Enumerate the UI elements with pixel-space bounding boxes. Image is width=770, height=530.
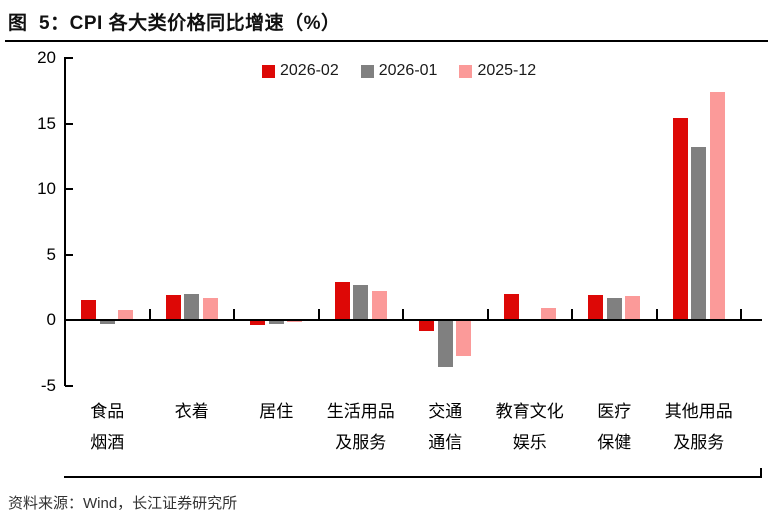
bar bbox=[118, 309, 134, 320]
bar bbox=[503, 293, 519, 320]
bar bbox=[588, 295, 604, 320]
bar bbox=[437, 321, 453, 367]
legend-item: 2025-12 bbox=[459, 62, 536, 80]
bar bbox=[184, 293, 200, 320]
y-axis-tick-label: 15 bbox=[37, 113, 56, 133]
legend-label: 2025-12 bbox=[477, 62, 537, 79]
x-axis-category-label: 医疗 保健 bbox=[597, 402, 632, 452]
y-axis-tick-label: 0 bbox=[46, 310, 56, 329]
bar bbox=[540, 308, 556, 320]
y-axis-tick-label: -5 bbox=[40, 375, 56, 395]
x-axis-category-label: 其他用品 及服务 bbox=[664, 402, 733, 452]
x-axis-category-label: 衣着 bbox=[174, 402, 209, 421]
y-axis-tick-label: 10 bbox=[37, 179, 56, 198]
x-axis-tick bbox=[740, 309, 742, 319]
y-axis-tick bbox=[65, 122, 73, 125]
bar bbox=[353, 284, 369, 320]
legend-item: 2026-01 bbox=[360, 62, 438, 80]
legend-label: 2026-01 bbox=[378, 62, 438, 79]
chart-legend: 2026-02 2026-01 2025-12 bbox=[262, 62, 536, 80]
x-axis-tick bbox=[148, 309, 151, 319]
source-note: 资料来源：Wind，长江证券研究所 bbox=[8, 495, 238, 512]
x-axis-tick bbox=[486, 309, 489, 319]
x-axis-category-label: 食品 烟酒 bbox=[90, 402, 125, 452]
bar bbox=[202, 297, 218, 320]
bar bbox=[419, 321, 435, 332]
y-axis-tick bbox=[65, 188, 73, 190]
legend-item: 2026-02 bbox=[262, 62, 339, 80]
bar bbox=[81, 300, 97, 320]
bar bbox=[268, 321, 284, 324]
y-axis-tick-label: 20 bbox=[37, 48, 56, 67]
bar bbox=[371, 291, 387, 320]
x-axis-tick bbox=[655, 309, 658, 319]
bar bbox=[691, 147, 707, 320]
bar bbox=[287, 321, 303, 323]
bar bbox=[709, 92, 725, 320]
category-border-end-tick bbox=[760, 468, 762, 476]
figure-title: 图 5：CPI 各大类价格同比增速（%） bbox=[8, 13, 341, 34]
x-axis-category-label: 生活用品 及服务 bbox=[326, 402, 395, 452]
bar bbox=[334, 282, 350, 320]
x-axis-category-label: 教育文化 娱乐 bbox=[495, 402, 564, 452]
x-axis-tick bbox=[233, 309, 235, 319]
bar bbox=[625, 296, 641, 320]
x-axis-category-label: 居住 bbox=[259, 402, 294, 421]
bar bbox=[606, 297, 622, 320]
bar bbox=[250, 321, 266, 325]
y-axis-tick-label: 5 bbox=[46, 244, 56, 264]
category-area-border bbox=[64, 476, 762, 478]
bar bbox=[99, 321, 115, 324]
x-axis-line bbox=[64, 319, 762, 321]
y-axis-tick bbox=[65, 57, 73, 59]
title-divider bbox=[5, 40, 768, 42]
legend-swatch-icon bbox=[459, 64, 473, 78]
y-axis-tick bbox=[65, 384, 73, 387]
y-axis-line bbox=[64, 57, 66, 386]
bar bbox=[165, 295, 181, 320]
x-axis-tick bbox=[402, 309, 404, 319]
x-axis-category-label: 交通 通信 bbox=[428, 402, 463, 452]
legend-swatch-icon bbox=[262, 64, 275, 78]
legend-label: 2026-02 bbox=[280, 62, 339, 79]
bar bbox=[456, 321, 472, 357]
y-axis-tick bbox=[65, 253, 73, 256]
x-axis-tick bbox=[317, 309, 320, 319]
bar bbox=[672, 118, 688, 320]
x-axis-tick bbox=[571, 309, 573, 319]
legend-swatch-icon bbox=[360, 64, 374, 78]
